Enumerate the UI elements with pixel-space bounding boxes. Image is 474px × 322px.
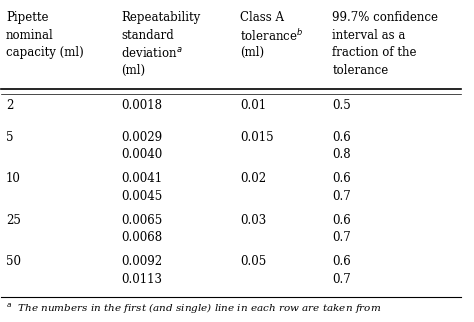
Text: 2: 2 (6, 99, 13, 112)
Text: 0.7: 0.7 (332, 273, 351, 286)
Text: Repeatability: Repeatability (121, 11, 200, 24)
Text: 25: 25 (6, 214, 21, 227)
Text: 0.6: 0.6 (332, 172, 351, 185)
Text: 0.0065: 0.0065 (121, 214, 162, 227)
Text: standard: standard (121, 29, 173, 42)
Text: deviation$^a$: deviation$^a$ (121, 46, 182, 60)
Text: Pipette: Pipette (6, 11, 48, 24)
Text: 0.7: 0.7 (332, 231, 351, 244)
Text: 0.03: 0.03 (240, 214, 267, 227)
Text: 0.0068: 0.0068 (121, 231, 162, 244)
Text: 0.0113: 0.0113 (121, 273, 162, 286)
Text: 10: 10 (6, 172, 21, 185)
Text: tolerance: tolerance (332, 64, 389, 77)
Text: 0.0092: 0.0092 (121, 255, 162, 268)
Text: 0.5: 0.5 (332, 99, 351, 112)
Text: 0.0040: 0.0040 (121, 148, 162, 161)
Text: 0.0041: 0.0041 (121, 172, 162, 185)
Text: 0.015: 0.015 (240, 131, 274, 144)
Text: tolerance$^b$: tolerance$^b$ (240, 29, 304, 44)
Text: 50: 50 (6, 255, 21, 268)
Text: 0.05: 0.05 (240, 255, 267, 268)
Text: 0.01: 0.01 (240, 99, 266, 112)
Text: 0.6: 0.6 (332, 131, 351, 144)
Text: 0.8: 0.8 (332, 148, 351, 161)
Text: fraction of the: fraction of the (332, 46, 417, 59)
Text: 99.7% confidence: 99.7% confidence (332, 11, 438, 24)
Text: 0.7: 0.7 (332, 190, 351, 203)
Text: interval as a: interval as a (332, 29, 406, 42)
Text: (ml): (ml) (240, 46, 264, 59)
Text: nominal: nominal (6, 29, 54, 42)
Text: 0.0029: 0.0029 (121, 131, 162, 144)
Text: 0.6: 0.6 (332, 255, 351, 268)
Text: capacity (ml): capacity (ml) (6, 46, 84, 59)
Text: 5: 5 (6, 131, 13, 144)
Text: 0.02: 0.02 (240, 172, 266, 185)
Text: Class A: Class A (240, 11, 284, 24)
Text: 0.0018: 0.0018 (121, 99, 162, 112)
Text: 0.0045: 0.0045 (121, 190, 162, 203)
Text: 0.6: 0.6 (332, 214, 351, 227)
Text: (ml): (ml) (121, 64, 145, 77)
Text: $^a$  The numbers in the first (and single) line in each row are taken from: $^a$ The numbers in the first (and singl… (6, 301, 381, 316)
